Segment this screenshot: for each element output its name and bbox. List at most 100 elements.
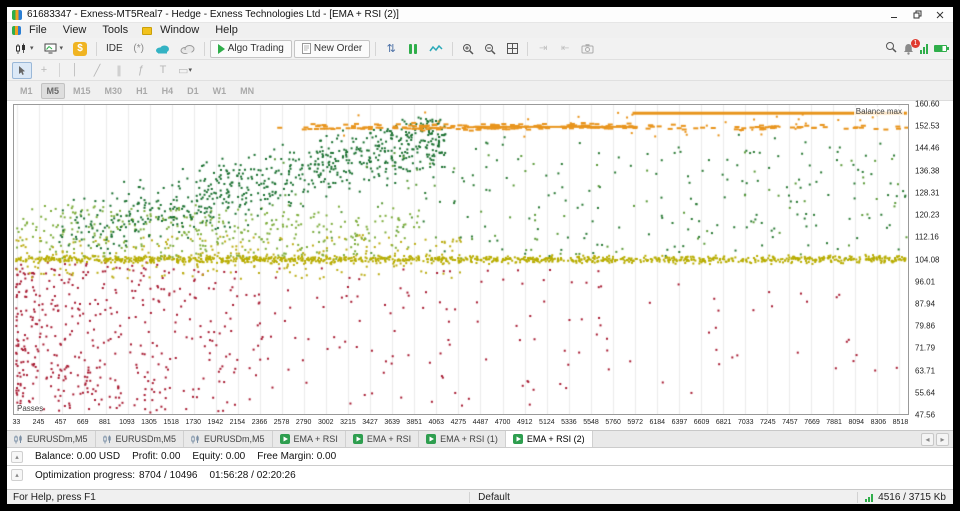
tab-scroll-left-button[interactable]: ◂ [921,432,934,446]
x-tick-label: 669 [76,419,89,426]
menu-window[interactable]: Window [160,24,200,36]
minimize-button[interactable] [886,9,902,21]
cursor-tool-button[interactable] [12,61,32,79]
main-toolbar: ▾ ▾ $ IDE (*) Algo Trading New Order ⇅ [7,38,953,60]
zoom-out-icon [485,43,496,55]
tab-eurusd-3[interactable]: EURUSDm,M5 [184,431,273,447]
notification-badge: 1 [911,38,920,48]
timeframe-h4[interactable]: H4 [161,85,174,96]
x-tick-label: 4063 [428,419,445,426]
x-tick-label: 2790 [295,419,312,426]
timeframe-m15[interactable]: M15 [73,85,91,96]
algo-forge-icon[interactable]: (*) [133,43,144,54]
x-tick-label: 7245 [760,419,776,426]
tester-tab-icon [279,434,290,444]
tab-ema-rsi-4-active[interactable]: EMA + RSI (2) [505,431,593,447]
restore-button[interactable] [909,9,925,21]
auto-scroll-icon[interactable]: ⇥ [539,43,548,54]
chart-tab-icon [191,435,199,443]
profit-value: Profit: 0.00 [132,451,181,462]
candlestick-icon [16,43,25,54]
tab-ema-rsi-1[interactable]: EMA + RSI [273,431,346,447]
optimization-canvas[interactable] [14,105,908,414]
timeframe-m5[interactable]: M5 [40,82,66,99]
tab-eurusd-2[interactable]: EURUSDm,M5 [96,431,185,447]
order-document-icon [301,43,311,54]
tab-ema-rsi-3[interactable]: EMA + RSI (1) [419,431,506,447]
y-tick-label: 128.31 [915,188,940,198]
new-order-button[interactable]: New Order [293,39,371,58]
optimization-plot: Balance max Passes [13,104,909,415]
timeframe-w1[interactable]: W1 [212,85,227,96]
zoom-in-icon [463,43,474,55]
notifications-button[interactable]: 1 [903,38,920,55]
timeframe-h1[interactable]: H1 [136,85,148,96]
tab-ema-rsi-2[interactable]: EMA + RSI [346,431,420,447]
crosshair-tool-button[interactable]: + [40,64,48,76]
x-tick-label: 5124 [539,419,555,426]
camera-icon [581,44,594,54]
tab-eurusd-1[interactable]: EURUSDm,M5 [7,431,96,447]
x-tick-label: 5548 [583,419,599,426]
row-expander-icon[interactable]: ▴ [11,469,23,481]
balance-value: Balance: 0.00 USD [35,451,121,462]
screenshot-button[interactable] [577,40,598,58]
chart-type-button[interactable]: ▾ [11,40,38,58]
status-profile[interactable]: Default [469,491,857,503]
text-tool[interactable]: T [159,64,167,76]
ide-button[interactable]: IDE [106,43,123,54]
channel-tool[interactable]: ∥ [116,64,122,77]
equalizer-icon[interactable] [403,40,423,58]
x-tick-label: 8094 [848,419,865,426]
menu-view[interactable]: View [62,24,87,36]
title-bar: 61683347 - Exness-MT5Real7 - Hedge - Exn… [7,7,953,23]
tick-chart-icon[interactable] [425,40,447,58]
cloud-outline-icon [180,44,195,54]
close-button[interactable] [932,9,948,21]
cloud-offline-button[interactable] [176,40,199,58]
shapes-tool[interactable]: ▭ ▾ [175,62,195,79]
app-icon [12,9,22,20]
row-expander-icon[interactable]: ▴ [11,450,23,463]
x-tick-label: 7457 [782,419,798,426]
trendline-tool[interactable]: ╱ [93,64,101,77]
y-tick-label: 63.71 [915,366,936,376]
x-tick-label: 457 [54,419,67,426]
chart-profiles-button[interactable]: ▾ [40,40,68,58]
tab-label: EURUSDm,M5 [204,434,265,444]
timeframe-mn[interactable]: MN [240,85,255,96]
x-tick-label: 3002 [317,419,334,426]
x-tick-label: 5972 [627,419,643,426]
depth-of-market-icon[interactable]: ⇅ [386,43,396,55]
tab-scroll-right-button[interactable]: ▸ [936,432,949,446]
timeframe-m1[interactable]: M1 [20,85,33,96]
algo-trading-button[interactable]: Algo Trading [209,39,292,58]
menu-file[interactable]: File [29,24,47,36]
vertical-line-tool[interactable]: │ [71,64,79,76]
fibonacci-tool[interactable]: ƒ [137,64,145,76]
x-tick-label: 5336 [561,419,577,426]
x-tick-label: 7881 [826,419,842,426]
x-tick-label: 1518 [163,419,179,426]
chart-shift-icon[interactable]: ⇤ [561,43,570,54]
search-icon[interactable] [885,40,897,58]
status-help-text: For Help, press F1 [13,491,96,503]
zoom-in-button[interactable] [458,40,478,58]
x-tick-label: 8518 [892,419,909,426]
menu-help[interactable]: Help [215,24,238,36]
tile-windows-button[interactable] [502,40,522,58]
timeframe-d1[interactable]: D1 [187,85,199,96]
x-tick-label: 4487 [472,419,489,426]
optimization-chart-region: Balance max Passes 160.60 152.53 144.46 136… [7,100,953,430]
window-menu-icon [142,26,153,35]
zoom-out-button[interactable] [480,40,500,58]
cloud-sync-button[interactable] [151,40,174,58]
timeframe-m30[interactable]: M30 [104,85,123,96]
x-tick-label: 3215 [340,419,356,426]
y-tick-label: 152.53 [915,121,940,131]
x-tick-label: 4912 [516,419,533,426]
market-watch-button[interactable]: $ [69,40,91,58]
x-tick-label: 4700 [494,419,511,426]
menu-tools[interactable]: Tools [102,24,129,36]
connection-signal-icon [920,43,928,54]
